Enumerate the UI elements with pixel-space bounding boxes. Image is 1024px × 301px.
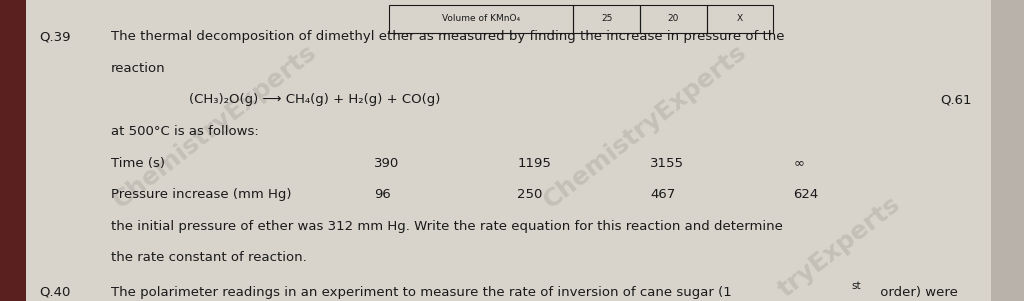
Text: Q.39: Q.39	[39, 30, 71, 43]
Text: Volume of KMnO₄: Volume of KMnO₄	[442, 14, 520, 23]
Bar	[640, 5, 707, 33]
Text: 390: 390	[374, 157, 399, 169]
Text: 467: 467	[650, 188, 676, 201]
Text: Q.40: Q.40	[39, 286, 71, 299]
Text: (CH₃)₂O(g) ⟶ CH₄(g) + H₂(g) + CO(g): (CH₃)₂O(g) ⟶ CH₄(g) + H₂(g) + CO(g)	[189, 93, 440, 106]
Bar	[573, 5, 640, 33]
Text: Pressure increase (mm Hg): Pressure increase (mm Hg)	[111, 188, 291, 201]
Text: Q.61: Q.61	[940, 93, 972, 106]
Bar	[707, 5, 773, 33]
Text: the initial pressure of ether was 312 mm Hg. Write the rate equation for this re: the initial pressure of ether was 312 mm…	[111, 220, 782, 233]
Text: ∞: ∞	[794, 157, 805, 169]
Text: 624: 624	[794, 188, 819, 201]
Text: 3155: 3155	[650, 157, 684, 169]
Text: 96: 96	[374, 188, 390, 201]
Text: st: st	[851, 281, 860, 291]
Text: 250: 250	[517, 188, 543, 201]
Text: ChemistryExperts: ChemistryExperts	[539, 40, 752, 213]
Text: reaction: reaction	[111, 62, 165, 75]
Text: The polarimeter readings in an experiment to measure the rate of inversion of ca: The polarimeter readings in an experimen…	[111, 286, 731, 299]
Text: order) were: order) were	[876, 286, 957, 299]
Bar	[389, 5, 573, 33]
Text: the rate constant of reaction.: the rate constant of reaction.	[111, 251, 306, 264]
Text: ChemistryExperts: ChemistryExperts	[109, 40, 322, 213]
Bar	[0, 0, 26, 301]
Text: X: X	[737, 14, 742, 23]
Text: tryExperts: tryExperts	[774, 192, 905, 301]
Text: 1195: 1195	[517, 157, 551, 169]
Text: at 500°C is as follows:: at 500°C is as follows:	[111, 125, 258, 138]
Text: 20: 20	[668, 14, 679, 23]
Bar	[991, 0, 1024, 301]
Text: The thermal decomposition of dimethyl ether as measured by finding the increase : The thermal decomposition of dimethyl et…	[111, 30, 784, 43]
Text: 25: 25	[601, 14, 612, 23]
Text: Time (s): Time (s)	[111, 157, 165, 169]
